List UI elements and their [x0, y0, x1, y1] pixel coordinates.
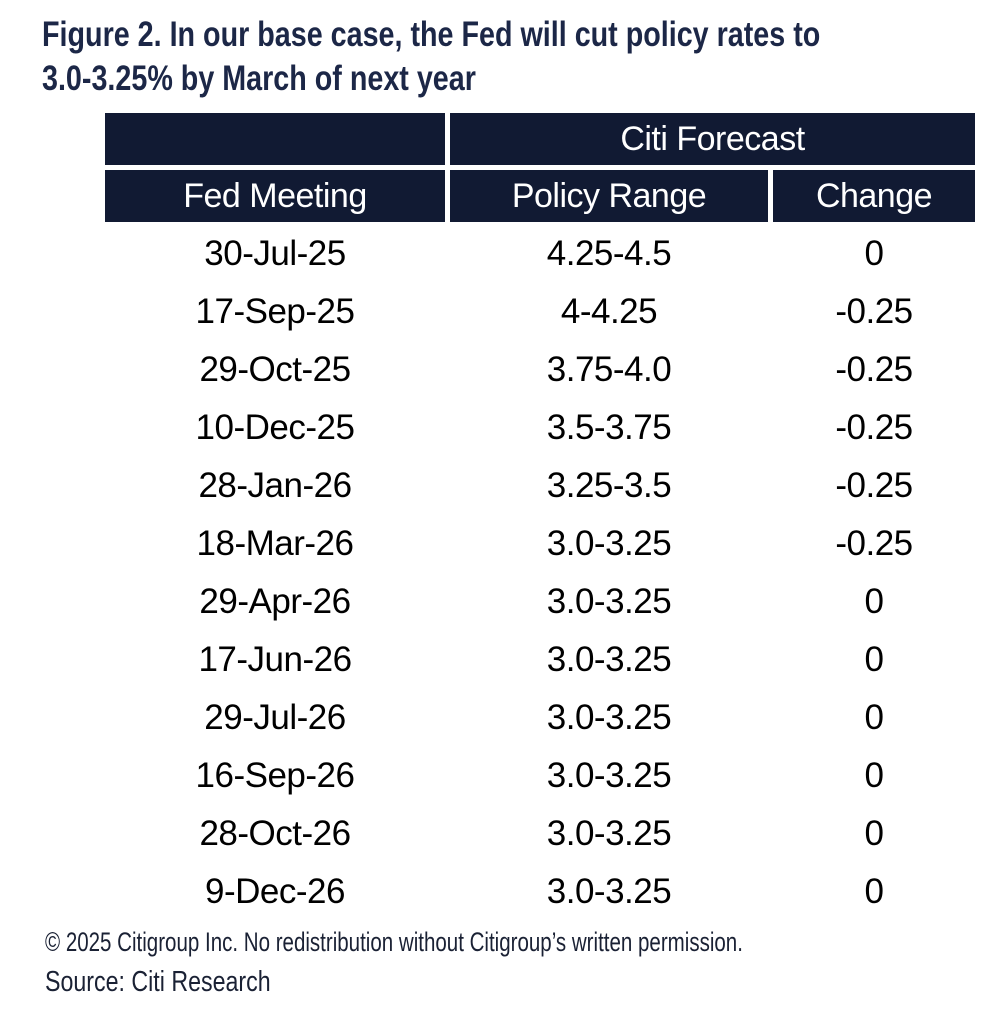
change-cell: -0.25 — [773, 459, 975, 512]
policy-range-cell: 4-4.25 — [450, 285, 768, 338]
policy-range-cell: 3.0-3.25 — [450, 749, 768, 802]
change-cell: 0 — [773, 691, 975, 744]
fed-meeting-cell: 18-Mar-26 — [105, 517, 445, 570]
fed-meeting-cell: 17-Jun-26 — [105, 633, 445, 686]
fed-meeting-cell: 29-Jul-26 — [105, 691, 445, 744]
policy-range-cell: 3.0-3.25 — [450, 633, 768, 686]
change-cell: 0 — [773, 807, 975, 860]
source-text: Source: Citi Research — [45, 966, 271, 998]
header-spacer-cell — [105, 113, 445, 165]
change-cell: 0 — [773, 575, 975, 628]
change-cell: 0 — [773, 865, 975, 918]
change-cell: -0.25 — [773, 401, 975, 454]
copyright-text: © 2025 Citigroup Inc. No redistribution … — [45, 927, 743, 957]
policy-range-cell: 3.0-3.25 — [450, 865, 768, 918]
figure-title-line2: 3.0-3.25% by March of next year — [42, 59, 476, 98]
fed-meeting-cell: 9-Dec-26 — [105, 865, 445, 918]
policy-range-cell: 4.25-4.5 — [450, 227, 768, 280]
change-cell: 0 — [773, 633, 975, 686]
fed-forecast-table: Citi Forecast Fed Meeting Policy Range C… — [105, 113, 975, 918]
change-cell: -0.25 — [773, 343, 975, 396]
figure-title-line1: Figure 2. In our base case, the Fed will… — [42, 15, 821, 54]
change-cell: -0.25 — [773, 285, 975, 338]
group-header-citi-forecast: Citi Forecast — [450, 113, 975, 165]
policy-range-cell: 3.0-3.25 — [450, 575, 768, 628]
policy-range-cell: 3.75-4.0 — [450, 343, 768, 396]
change-cell: 0 — [773, 749, 975, 802]
fed-meeting-cell: 28-Oct-26 — [105, 807, 445, 860]
fed-meeting-cell: 29-Oct-25 — [105, 343, 445, 396]
policy-range-cell: 3.0-3.25 — [450, 807, 768, 860]
fed-meeting-cell: 28-Jan-26 — [105, 459, 445, 512]
fed-meeting-cell: 17-Sep-25 — [105, 285, 445, 338]
policy-range-cell: 3.5-3.75 — [450, 401, 768, 454]
fed-meeting-cell: 16-Sep-26 — [105, 749, 445, 802]
policy-range-cell: 3.0-3.25 — [450, 691, 768, 744]
column-header-policy-range: Policy Range — [450, 170, 768, 222]
policy-range-cell: 3.25-3.5 — [450, 459, 768, 512]
figure-title: Figure 2. In our base case, the Fed will… — [42, 13, 820, 101]
column-header-change: Change — [773, 170, 975, 222]
fed-meeting-cell: 30-Jul-25 — [105, 227, 445, 280]
fed-meeting-cell: 10-Dec-25 — [105, 401, 445, 454]
column-header-fed-meeting: Fed Meeting — [105, 170, 445, 222]
change-cell: -0.25 — [773, 517, 975, 570]
change-cell: 0 — [773, 227, 975, 280]
policy-range-cell: 3.0-3.25 — [450, 517, 768, 570]
fed-meeting-cell: 29-Apr-26 — [105, 575, 445, 628]
